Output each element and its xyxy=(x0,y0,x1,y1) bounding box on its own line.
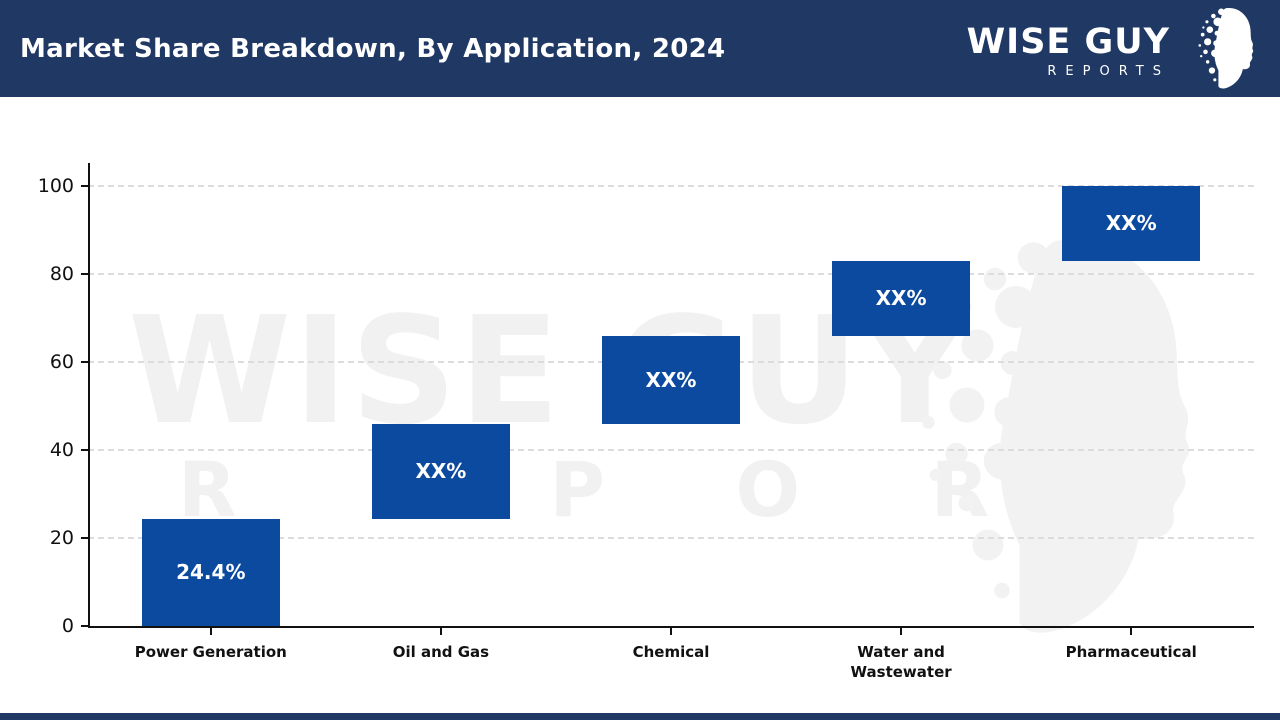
wise-guy-head-icon xyxy=(1198,8,1254,89)
page-title: Market Share Breakdown, By Application, … xyxy=(20,33,726,64)
y-tick-label-0: 0 xyxy=(61,615,74,637)
logo-subtitle: REPORTS xyxy=(1047,64,1170,79)
gridline-20 xyxy=(88,537,1254,539)
category-label-4: Pharmaceutical xyxy=(1065,643,1197,661)
y-tick-60 xyxy=(81,361,88,363)
bar-pharmaceutical: XX% xyxy=(1062,186,1201,261)
header: Market Share Breakdown, By Application, … xyxy=(0,0,1280,97)
chart-area: WISE GUY R E P O R T S 02040608010024.4%… xyxy=(0,97,1280,713)
bar-value-label: 24.4% xyxy=(176,560,246,585)
bar-value-label: XX% xyxy=(415,459,467,484)
bar-water-and-wastewater: XX% xyxy=(832,260,971,336)
bar-value-label: XX% xyxy=(1105,211,1157,236)
y-tick-label-20: 20 xyxy=(49,527,74,549)
wise-guy-logo: WISE GUY REPORTS xyxy=(967,6,1268,92)
watermark-wordmark: WISE GUY xyxy=(128,285,971,457)
category-label-0: Power Generation xyxy=(134,643,287,661)
gridline-40 xyxy=(88,449,1254,451)
x-tick-2 xyxy=(670,628,672,635)
logo-text: WISE GUY REPORTS xyxy=(966,22,1170,80)
y-tick-80 xyxy=(81,273,88,275)
y-tick-0 xyxy=(81,625,88,627)
bar-chemical: XX% xyxy=(602,335,740,424)
x-tick-1 xyxy=(439,628,442,635)
gridline-100 xyxy=(88,185,1254,187)
category-label-3: Water and Wastewater xyxy=(850,643,952,682)
logo-wordmark: WISE GUY xyxy=(966,22,1170,62)
footer-bar xyxy=(0,713,1280,720)
category-label-1: Oil and Gas xyxy=(392,643,490,661)
bar-value-label: XX% xyxy=(645,367,697,392)
category-label-2: Chemical xyxy=(632,643,710,661)
bar-power-generation: 24.4% xyxy=(141,518,280,626)
y-tick-label-40: 40 xyxy=(49,439,74,461)
y-tick-label-80: 80 xyxy=(49,263,74,285)
y-axis-line xyxy=(88,163,90,628)
x-tick-4 xyxy=(1130,628,1133,635)
y-tick-label-60: 60 xyxy=(49,351,74,373)
y-tick-20 xyxy=(81,537,88,539)
bar-oil-and-gas: XX% xyxy=(371,423,510,519)
gridline-80 xyxy=(88,273,1254,275)
x-tick-0 xyxy=(209,628,212,635)
x-axis-line xyxy=(88,626,1254,628)
bar-value-label: XX% xyxy=(875,286,927,311)
x-tick-3 xyxy=(900,628,903,635)
y-tick-100 xyxy=(81,185,88,187)
y-tick-label-100: 100 xyxy=(37,175,74,197)
y-tick-40 xyxy=(81,449,88,451)
